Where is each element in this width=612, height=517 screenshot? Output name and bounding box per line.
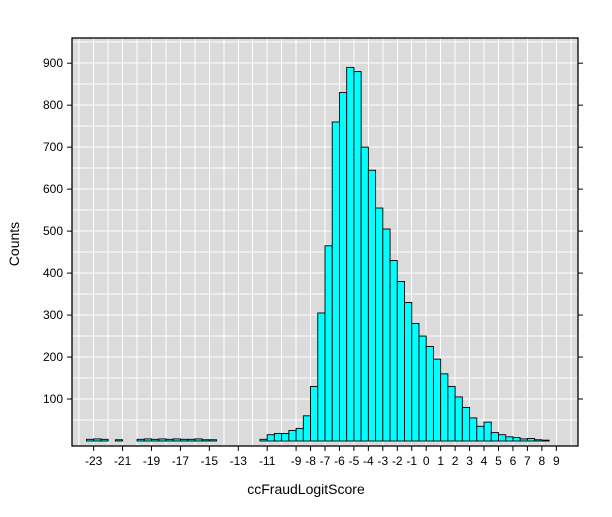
- histogram-bar: [331, 121, 340, 442]
- histogram-bar: [382, 228, 391, 442]
- histogram-bar: [396, 281, 405, 442]
- x-tick-label: 7: [524, 454, 531, 468]
- histogram-bar: [165, 438, 174, 442]
- x-tick-label: 1: [437, 454, 444, 468]
- histogram-bar: [519, 438, 528, 442]
- histogram-bar: [411, 323, 420, 442]
- histogram-bar: [498, 434, 507, 442]
- y-tick-label: 100: [43, 392, 63, 406]
- histogram-bar: [404, 302, 413, 442]
- histogram-bar: [418, 335, 427, 442]
- histogram-bar: [483, 421, 492, 442]
- x-tick-label: 0: [423, 454, 430, 468]
- x-tick-label: 8: [539, 454, 546, 468]
- histogram-bar: [454, 396, 463, 442]
- x-tick-label: 6: [510, 454, 517, 468]
- histogram-bar: [360, 146, 369, 442]
- y-tick-label: 600: [43, 182, 63, 196]
- x-tick-label: 3: [466, 454, 473, 468]
- x-tick-label: -6: [334, 454, 345, 468]
- x-tick-label: 4: [481, 454, 488, 468]
- histogram-bar: [440, 373, 449, 442]
- histogram-bar: [461, 406, 471, 442]
- x-tick-label: -7: [320, 454, 331, 468]
- histogram-bar: [353, 71, 362, 442]
- histogram-bar: [317, 312, 326, 442]
- histogram-bar: [389, 260, 398, 442]
- x-axis-title: ccFraudLogitScore: [247, 481, 365, 497]
- histogram-bar: [201, 439, 210, 442]
- histogram-bar: [194, 438, 203, 442]
- histogram-bar: [288, 430, 297, 442]
- histogram-bar: [490, 432, 499, 442]
- y-tick-label: 700: [43, 140, 63, 154]
- histogram-bar: [469, 417, 478, 442]
- x-tick-label: -15: [201, 454, 219, 468]
- x-tick-label: -19: [143, 454, 161, 468]
- histogram-bar: [339, 92, 348, 442]
- histogram-bar: [302, 415, 311, 442]
- x-tick-label: -23: [85, 454, 103, 468]
- x-tick-label: -8: [305, 454, 316, 468]
- histogram-bar: [432, 358, 442, 442]
- x-tick-label: -4: [363, 454, 374, 468]
- x-tick-label: -11: [259, 454, 276, 468]
- x-tick-label: -17: [172, 454, 190, 468]
- x-tick-label: -21: [114, 454, 132, 468]
- histogram-bar: [505, 436, 514, 442]
- x-tick-label: -3: [377, 454, 388, 468]
- histogram-bar: [266, 434, 275, 442]
- histogram-bar: [208, 439, 218, 442]
- x-tick-label: -13: [230, 454, 248, 468]
- histogram-bar: [273, 432, 283, 442]
- histogram-bar: [476, 425, 485, 442]
- histogram-bar: [526, 438, 536, 442]
- y-tick-label: 900: [43, 56, 63, 70]
- y-tick-label: 500: [43, 224, 63, 238]
- histogram-bar: [375, 207, 384, 442]
- histogram-bar: [86, 438, 95, 442]
- x-tick-label: -2: [392, 454, 403, 468]
- histogram-bar: [187, 438, 196, 442]
- histogram-bar: [100, 438, 109, 442]
- y-tick-label: 200: [43, 350, 63, 364]
- x-tick-label: -1: [406, 454, 417, 468]
- x-tick-label: 2: [452, 454, 459, 468]
- y-tick-label: 300: [43, 308, 63, 322]
- x-tick-label: 9: [553, 454, 560, 468]
- histogram-bar: [541, 439, 550, 442]
- histogram-bar: [172, 438, 181, 442]
- histogram-bar: [295, 427, 304, 442]
- y-tick-label: 400: [43, 266, 63, 280]
- histogram-bar: [114, 439, 124, 442]
- histogram-bar: [310, 385, 319, 442]
- histogram-bar: [447, 385, 456, 442]
- histogram-bar: [179, 438, 189, 442]
- histogram-bar: [136, 438, 145, 442]
- histogram-bar: [425, 346, 434, 442]
- histogram-bar: [346, 66, 355, 442]
- x-tick-label: -9: [291, 454, 302, 468]
- histogram-bar: [324, 245, 333, 442]
- x-tick-label: -5: [349, 454, 360, 468]
- y-axis-title: Counts: [6, 221, 22, 267]
- x-tick-label: 5: [495, 454, 502, 468]
- histogram-bar: [512, 437, 521, 442]
- histogram-bar: [151, 438, 160, 442]
- histogram-bar: [534, 439, 543, 442]
- histogram-bar: [259, 438, 268, 442]
- histogram-bar: [143, 438, 152, 442]
- histogram-bar: [281, 432, 290, 442]
- histogram-bar: [367, 169, 377, 442]
- y-tick-label: 800: [43, 98, 63, 112]
- histogram-bar: [93, 438, 102, 442]
- histogram-bar: [158, 438, 167, 442]
